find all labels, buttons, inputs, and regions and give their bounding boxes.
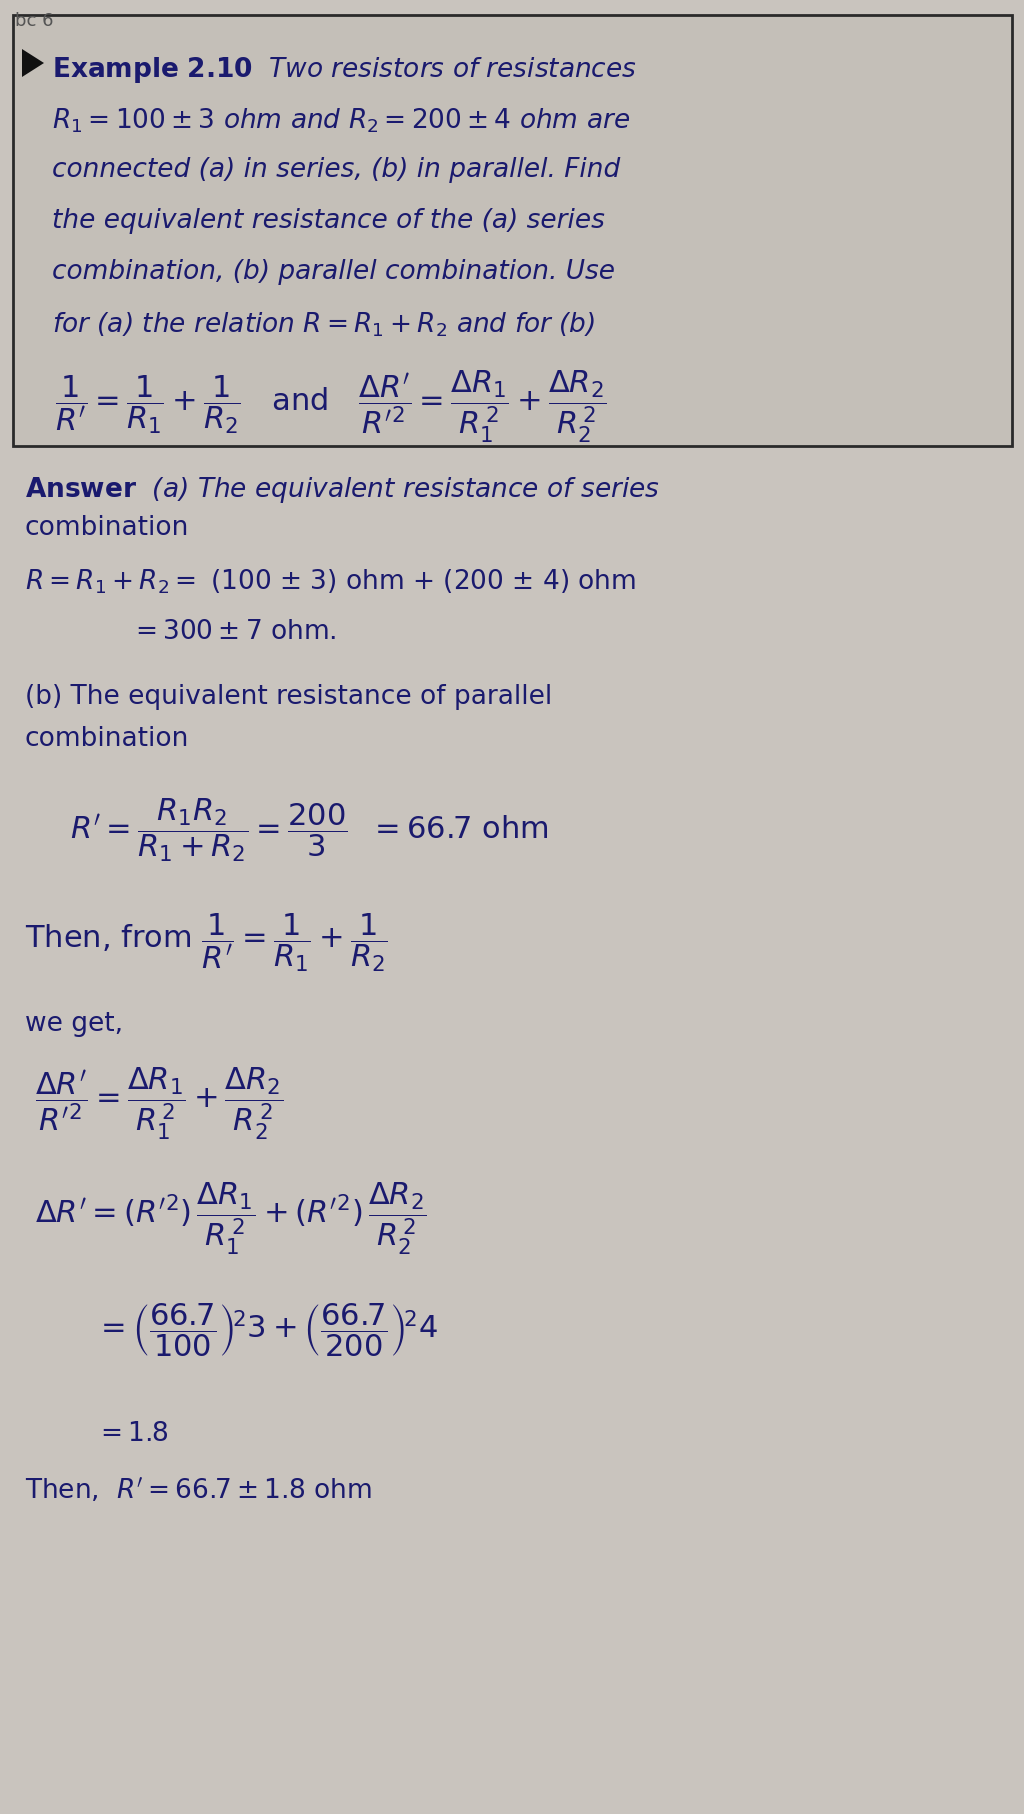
Text: Then, from $\dfrac{1}{R'} = \dfrac{1}{R_1} + \dfrac{1}{R_2}$: Then, from $\dfrac{1}{R'} = \dfrac{1}{R_…	[25, 911, 388, 972]
Text: $\dfrac{1}{R'} = \dfrac{1}{R_1} + \dfrac{1}{R_2}$   and   $\dfrac{\Delta R'}{R'^: $\dfrac{1}{R'} = \dfrac{1}{R_1} + \dfrac…	[55, 368, 606, 444]
Text: $\mathbf{Answer}$  (a) The equivalent resistance of series: $\mathbf{Answer}$ (a) The equivalent res…	[25, 475, 659, 504]
Text: (b) The equivalent resistance of parallel: (b) The equivalent resistance of paralle…	[25, 684, 552, 709]
Text: connected (a) in series, (b) in parallel. Find: connected (a) in series, (b) in parallel…	[52, 158, 621, 183]
Text: $= \left(\dfrac{66.7}{100}\right)^{\!2} 3 + \left(\dfrac{66.7}{200}\right)^{\!2}: $= \left(\dfrac{66.7}{100}\right)^{\!2} …	[95, 1301, 438, 1359]
Text: combination: combination	[25, 515, 189, 541]
Text: $\Delta R' = (R'^2)\,\dfrac{\Delta R_1}{R_1^{\,2}} + (R'^2)\,\dfrac{\Delta R_2}{: $\Delta R' = (R'^2)\,\dfrac{\Delta R_1}{…	[35, 1181, 427, 1257]
Text: combination: combination	[25, 726, 189, 751]
Polygon shape	[22, 51, 44, 78]
Text: Then,  $R' = 66.7 \pm 1.8$ ohm: Then, $R' = 66.7 \pm 1.8$ ohm	[25, 1475, 372, 1504]
Text: $R = R_1 + R_2 = $ (100 $\pm$ 3) ohm + (200 $\pm$ 4) ohm: $R = R_1 + R_2 = $ (100 $\pm$ 3) ohm + (…	[25, 566, 636, 595]
Text: we get,: we get,	[25, 1010, 123, 1036]
Text: $R_1 = 100\pm3$ ohm and $R_2 = 200\pm4$ ohm are: $R_1 = 100\pm3$ ohm and $R_2 = 200\pm4$ …	[52, 105, 630, 134]
Text: $= 1.8$: $= 1.8$	[95, 1420, 169, 1446]
Text: $R' = \dfrac{R_1 R_2}{R_1 + R_2} = \dfrac{200}{3}$  $= 66.7$ ohm: $R' = \dfrac{R_1 R_2}{R_1 + R_2} = \dfra…	[70, 796, 549, 863]
Text: $= 300 \pm 7$ ohm.: $= 300 \pm 7$ ohm.	[130, 619, 337, 644]
Text: $\dfrac{\Delta R'}{R'^2} = \dfrac{\Delta R_1}{R_1^{\,2}} + \dfrac{\Delta R_2}{R_: $\dfrac{\Delta R'}{R'^2} = \dfrac{\Delta…	[35, 1065, 284, 1141]
Text: for (a) the relation $R = R_1 + R_2$ and for (b): for (a) the relation $R = R_1 + R_2$ and…	[52, 310, 595, 339]
Text: the equivalent resistance of the (a) series: the equivalent resistance of the (a) ser…	[52, 209, 605, 234]
FancyBboxPatch shape	[13, 16, 1012, 446]
Text: bc 6: bc 6	[15, 13, 53, 31]
Text: combination, (b) parallel combination. Use: combination, (b) parallel combination. U…	[52, 259, 615, 285]
Text: $\mathbf{Example\ 2.10}$  Two resistors of resistances: $\mathbf{Example\ 2.10}$ Two resistors o…	[52, 54, 637, 85]
